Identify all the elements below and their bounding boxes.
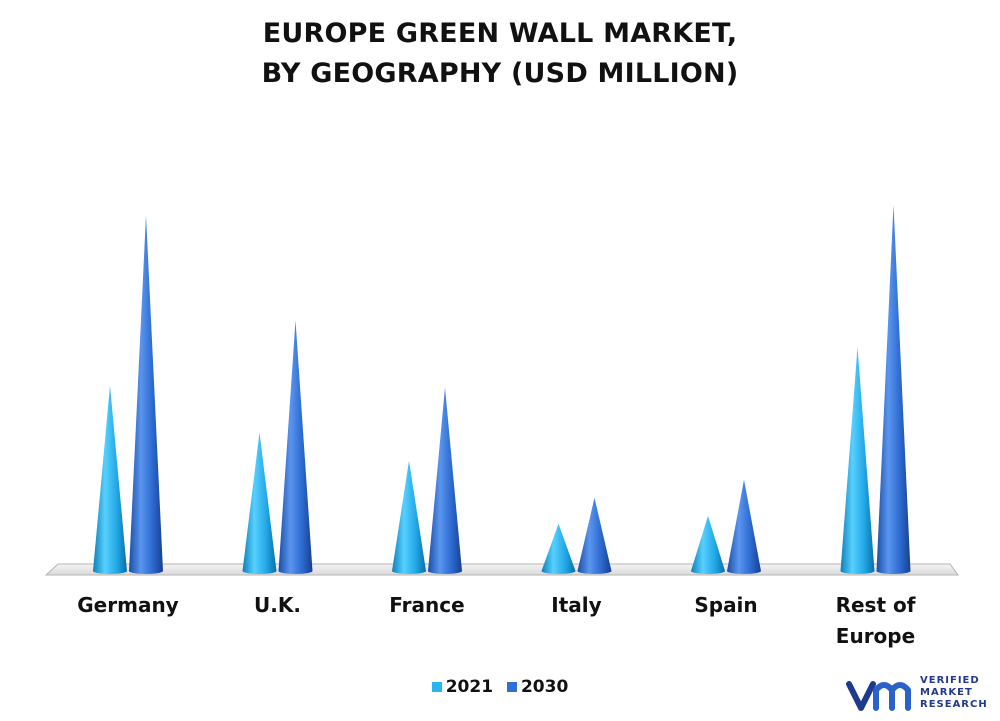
cone-france-2021	[392, 460, 426, 574]
legend-item-2021: 2021	[431, 677, 494, 697]
cone-germany-2021	[93, 385, 127, 574]
cone-spain-2030	[727, 479, 761, 574]
category-label-u-k: U.K.	[254, 593, 301, 617]
legend: 2021 2030	[0, 677, 1000, 697]
vmr-logo-mark-icon	[846, 681, 911, 711]
legend-swatch-2021	[431, 682, 442, 692]
category-label-france: France	[389, 593, 465, 617]
cone-u-k-2030	[278, 320, 313, 574]
cone-rest-of-europe-2030	[876, 205, 911, 574]
category-label-rest-of-europe: Rest of Europe	[835, 593, 916, 648]
vmr-logo: VERIFIED MARKET RESEARCH	[846, 672, 996, 716]
cone-rest-of-europe-2021	[840, 347, 875, 574]
cone-italy-2030	[577, 497, 612, 574]
vmr-logo-line-3: RESEARCH	[920, 699, 988, 710]
category-label-spain: Spain	[694, 593, 758, 617]
cone-u-k-2021	[242, 432, 277, 574]
cone-italy-2021	[541, 523, 576, 574]
legend-swatch-2030	[506, 682, 517, 692]
cone-france-2030	[428, 387, 462, 574]
vmr-logo-line-1: VERIFIED	[920, 675, 980, 686]
category-label-germany: Germany	[77, 593, 179, 617]
cone-germany-2030	[129, 215, 163, 574]
legend-label-2021: 2021	[445, 677, 494, 697]
legend-label-2030: 2030	[520, 677, 569, 697]
chart-title-line-1: EUROPE GREEN WALL MARKET,	[262, 18, 738, 49]
chart-floor	[44, 563, 959, 576]
legend-item-2030: 2030	[506, 677, 569, 697]
vmr-logo-text: VERIFIED MARKET RESEARCH	[920, 675, 988, 711]
cone-spain-2021	[691, 515, 725, 574]
chart-title: EUROPE GREEN WALL MARKET, BY GEOGRAPHY (…	[0, 14, 1000, 94]
chart-title-line-2: BY GEOGRAPHY (USD MILLION)	[261, 58, 739, 89]
vmr-logo-line-2: MARKET	[920, 687, 973, 698]
category-label-italy: Italy	[551, 593, 602, 617]
